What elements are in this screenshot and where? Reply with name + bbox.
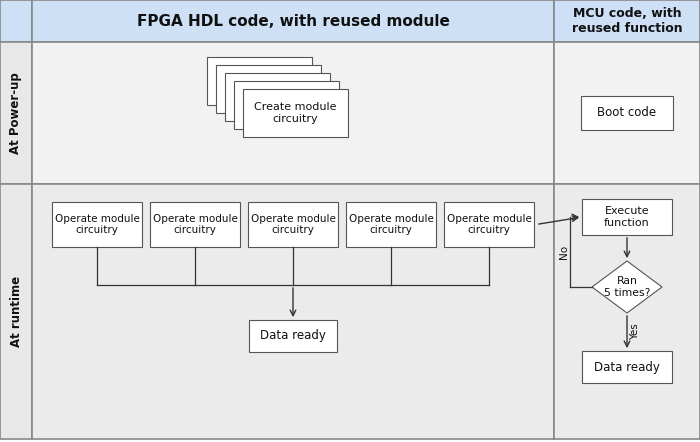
Bar — [581, 96, 673, 130]
Bar — [249, 320, 337, 352]
Bar — [216, 65, 321, 113]
Text: At Power-up: At Power-up — [10, 72, 22, 154]
Text: Execute
function: Execute function — [604, 206, 650, 228]
Text: Create module
circuitry: Create module circuitry — [250, 94, 322, 116]
Text: Data ready: Data ready — [260, 329, 326, 343]
Text: At runtime: At runtime — [10, 276, 22, 347]
Text: Boot code: Boot code — [597, 107, 657, 119]
Bar — [582, 199, 672, 235]
Text: Operate module
circuitry: Operate module circuitry — [55, 213, 139, 235]
Text: Create module
circuitry: Create module circuitry — [253, 102, 336, 124]
Bar — [0, 184, 32, 439]
Text: Create module
circuitry: Create module circuitry — [223, 70, 295, 92]
Bar — [242, 89, 347, 137]
Text: Data ready: Data ready — [594, 361, 660, 373]
Text: Create module
circuitry: Create module circuitry — [232, 78, 304, 100]
Text: Operate module
circuitry: Operate module circuitry — [251, 213, 335, 235]
Polygon shape — [592, 261, 662, 313]
Text: No: No — [559, 245, 569, 259]
Bar — [346, 202, 436, 247]
Text: Operate module
circuitry: Operate module circuitry — [447, 213, 531, 235]
Bar — [582, 351, 672, 383]
Bar — [206, 57, 312, 105]
Text: Operate module
circuitry: Operate module circuitry — [153, 213, 237, 235]
Bar — [0, 0, 32, 42]
Text: MCU code, with
reused function: MCU code, with reused function — [572, 7, 682, 35]
Bar — [248, 202, 338, 247]
Text: Operate module
circuitry: Operate module circuitry — [349, 213, 433, 235]
Text: Ran
5 times?: Ran 5 times? — [604, 276, 650, 298]
Bar — [554, 0, 700, 42]
Bar — [234, 81, 339, 129]
Bar — [150, 202, 240, 247]
Bar — [554, 42, 700, 184]
Bar — [32, 0, 554, 42]
Text: Create module
circuitry: Create module circuitry — [241, 86, 313, 108]
Bar — [444, 202, 534, 247]
Bar — [0, 42, 32, 184]
Bar — [554, 184, 700, 439]
Text: FPGA HDL code, with reused module: FPGA HDL code, with reused module — [136, 14, 449, 28]
Bar — [32, 184, 554, 439]
Text: Yes: Yes — [630, 324, 640, 340]
Bar — [225, 73, 330, 121]
Bar — [52, 202, 142, 247]
Bar — [32, 42, 554, 184]
